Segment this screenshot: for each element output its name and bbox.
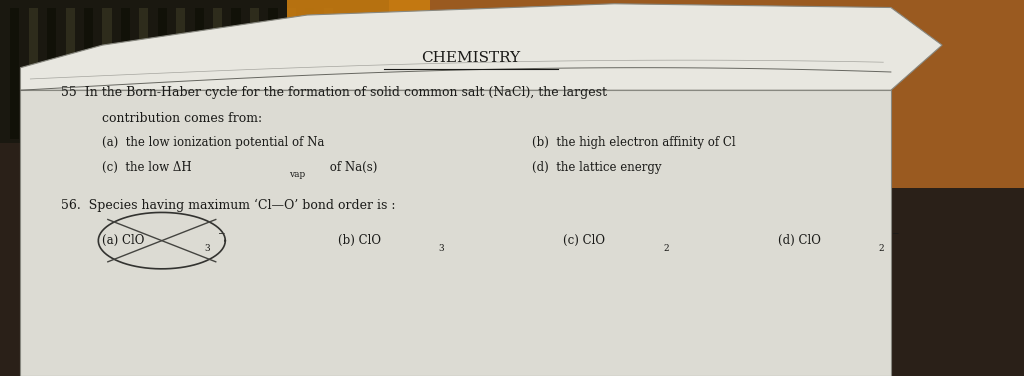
Text: (a) ClO: (a) ClO (102, 234, 144, 247)
FancyBboxPatch shape (176, 8, 185, 139)
FancyBboxPatch shape (20, 90, 891, 376)
Text: (a)  the low ionization potential of Na: (a) the low ionization potential of Na (102, 136, 325, 149)
FancyBboxPatch shape (389, 0, 1024, 188)
FancyBboxPatch shape (287, 0, 430, 143)
FancyBboxPatch shape (139, 8, 148, 139)
FancyBboxPatch shape (195, 8, 204, 139)
FancyBboxPatch shape (102, 8, 112, 139)
Text: −: − (891, 229, 898, 238)
FancyBboxPatch shape (121, 8, 130, 139)
FancyBboxPatch shape (47, 8, 56, 139)
Text: 2: 2 (879, 244, 884, 253)
FancyBboxPatch shape (324, 8, 333, 139)
Text: 56.  Species having maximum ‘Cl—O’ bond order is :: 56. Species having maximum ‘Cl—O’ bond o… (61, 198, 396, 212)
Text: −: − (217, 229, 224, 238)
Text: vap: vap (289, 170, 305, 179)
FancyBboxPatch shape (10, 8, 19, 139)
Polygon shape (20, 4, 942, 90)
Text: (b) ClO: (b) ClO (338, 234, 381, 247)
Text: contribution comes from:: contribution comes from: (102, 112, 262, 125)
FancyBboxPatch shape (66, 8, 75, 139)
FancyBboxPatch shape (231, 8, 241, 139)
Text: 55  In the Born-Haber cycle for the formation of solid common salt (NaCl), the l: 55 In the Born-Haber cycle for the forma… (61, 86, 607, 99)
Text: (c)  the low ΔH: (c) the low ΔH (102, 161, 193, 174)
Text: 3: 3 (205, 244, 210, 253)
FancyBboxPatch shape (305, 8, 314, 139)
Text: (b)  the high electron affinity of Cl: (b) the high electron affinity of Cl (532, 136, 736, 149)
Text: (c) ClO: (c) ClO (563, 234, 605, 247)
Text: CHEMISTRY: CHEMISTRY (422, 51, 520, 65)
FancyBboxPatch shape (158, 8, 167, 139)
Text: 2: 2 (664, 244, 669, 253)
FancyBboxPatch shape (250, 8, 259, 139)
FancyBboxPatch shape (213, 8, 222, 139)
FancyBboxPatch shape (84, 8, 93, 139)
FancyBboxPatch shape (268, 8, 278, 139)
Text: 3: 3 (438, 244, 443, 253)
FancyBboxPatch shape (0, 0, 461, 143)
FancyBboxPatch shape (29, 8, 38, 139)
Text: (d) ClO: (d) ClO (778, 234, 821, 247)
Text: of Na(s): of Na(s) (326, 161, 377, 174)
Text: (d)  the lattice energy: (d) the lattice energy (532, 161, 662, 174)
FancyBboxPatch shape (287, 8, 296, 139)
